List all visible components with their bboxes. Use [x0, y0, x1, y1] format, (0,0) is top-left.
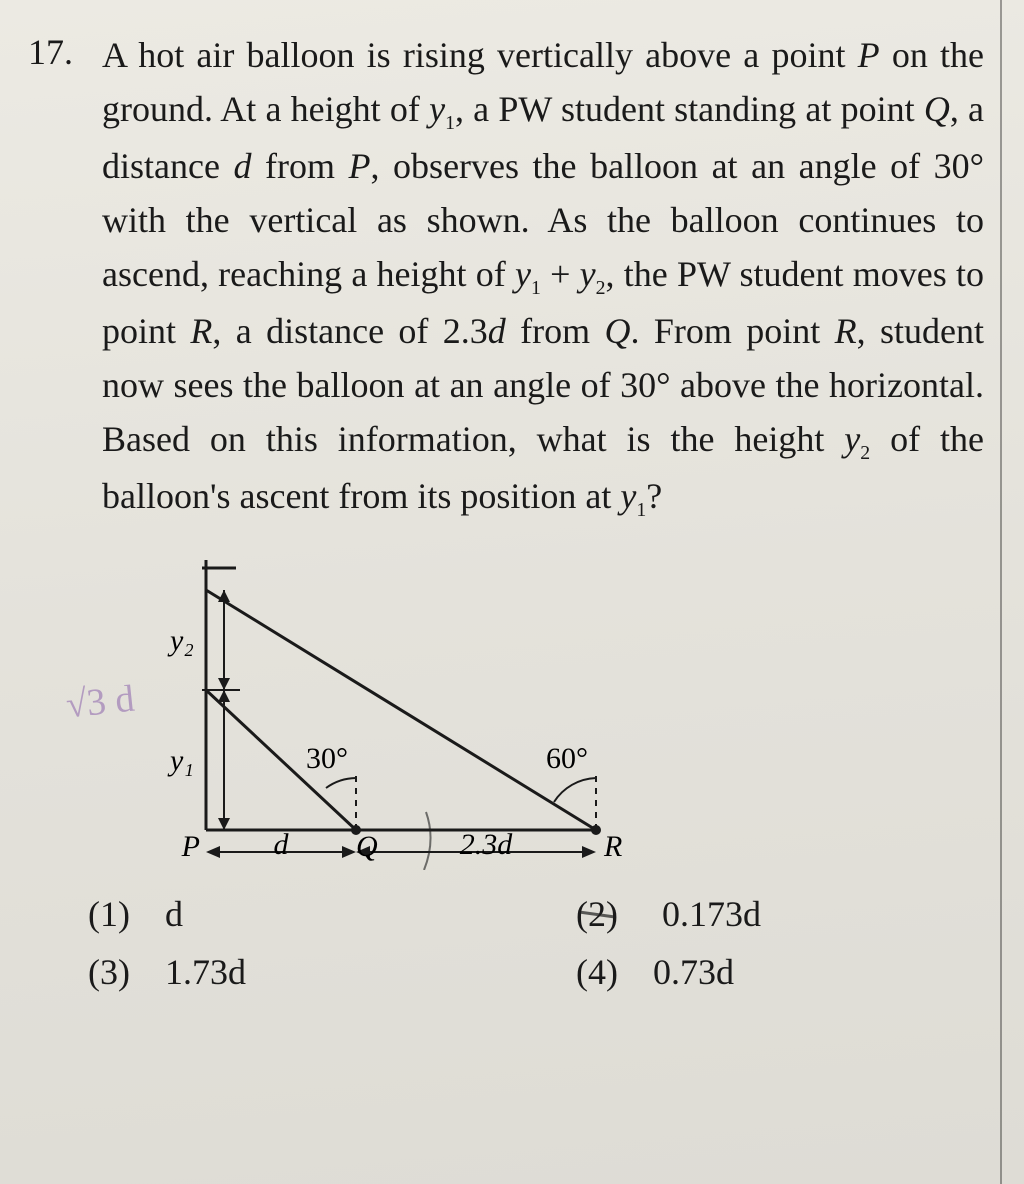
svg-text:P: P — [181, 830, 200, 863]
qt-plus: + — [541, 254, 580, 294]
option-2-label: (2) — [576, 893, 644, 935]
option-1-label: (1) — [88, 893, 156, 935]
option-1: (1) d — [88, 893, 496, 935]
option-2-value: 0.173d — [653, 894, 761, 934]
option-4-label: (4) — [576, 951, 644, 993]
qt-y1c: y — [620, 476, 636, 516]
options: (1) d (2) 0.173d (3) 1.73d (4) 0.73d — [88, 893, 984, 993]
qt-y2bs: 2 — [860, 442, 870, 464]
qt-p3: , a PW student standing at point — [455, 89, 924, 129]
qt-Q2: Q — [605, 311, 631, 351]
option-1-value: d — [165, 894, 183, 934]
qt-P2: P — [349, 146, 371, 186]
qt-R2: R — [835, 311, 857, 351]
handwriting: √3 d — [64, 676, 137, 727]
diagram: √3 d y₂y₁30°60°PQRd2.3d — [86, 550, 984, 875]
option-3-value: 1.73d — [165, 952, 246, 992]
option-3: (3) 1.73d — [88, 951, 496, 993]
question-row: 17. A hot air balloon is rising vertical… — [28, 28, 984, 526]
qt-p5: from — [251, 146, 348, 186]
svg-text:R: R — [603, 830, 622, 863]
question-number: 17. — [28, 28, 82, 77]
question-text: A hot air balloon is rising vertically a… — [102, 28, 984, 526]
option-2-label-struck: (2) — [576, 894, 618, 934]
qt-y2: y — [580, 254, 596, 294]
qt-p1: A hot air balloon is rising vertically a… — [102, 35, 858, 75]
qt-d: d — [233, 146, 251, 186]
qt-y1s: 1 — [445, 112, 455, 134]
qt-Q: Q — [924, 89, 950, 129]
qt-y1: y — [429, 89, 445, 129]
qt-y1bs: 1 — [531, 277, 541, 299]
diagram-svg: y₂ y₁ 30° 60° P Q Rd 2.3d — [86, 550, 646, 870]
option-4-value: 0.73d — [653, 952, 734, 992]
page: 17. A hot air balloon is rising vertical… — [0, 0, 1024, 1184]
svg-text:Q: Q — [356, 830, 378, 863]
qt-y1b: y — [515, 254, 531, 294]
qt-p8: , a distance of 2.3 — [212, 311, 487, 351]
svg-text:d: d — [274, 828, 290, 861]
qt-p9: from — [506, 311, 605, 351]
qt-p10: . From point — [631, 311, 835, 351]
option-4: (4) 0.73d — [576, 951, 984, 993]
svg-text:60°: 60° — [546, 742, 588, 775]
qt-d2: d — [488, 311, 506, 351]
qt-y2s: 2 — [596, 277, 606, 299]
qt-p13: ? — [646, 476, 662, 516]
qt-P: P — [858, 35, 880, 75]
svg-text:2.3d: 2.3d — [460, 828, 514, 861]
qt-y1cs: 1 — [636, 499, 646, 521]
option-3-label: (3) — [88, 951, 156, 993]
qt-y2b: y — [844, 419, 860, 459]
right-margin-rule — [1000, 0, 1002, 1184]
svg-text:y₂: y₂ — [167, 624, 194, 657]
svg-text:y₁: y₁ — [167, 744, 194, 777]
svg-text:30°: 30° — [306, 742, 348, 775]
option-2: (2) 0.173d — [576, 893, 984, 935]
qt-R: R — [190, 311, 212, 351]
